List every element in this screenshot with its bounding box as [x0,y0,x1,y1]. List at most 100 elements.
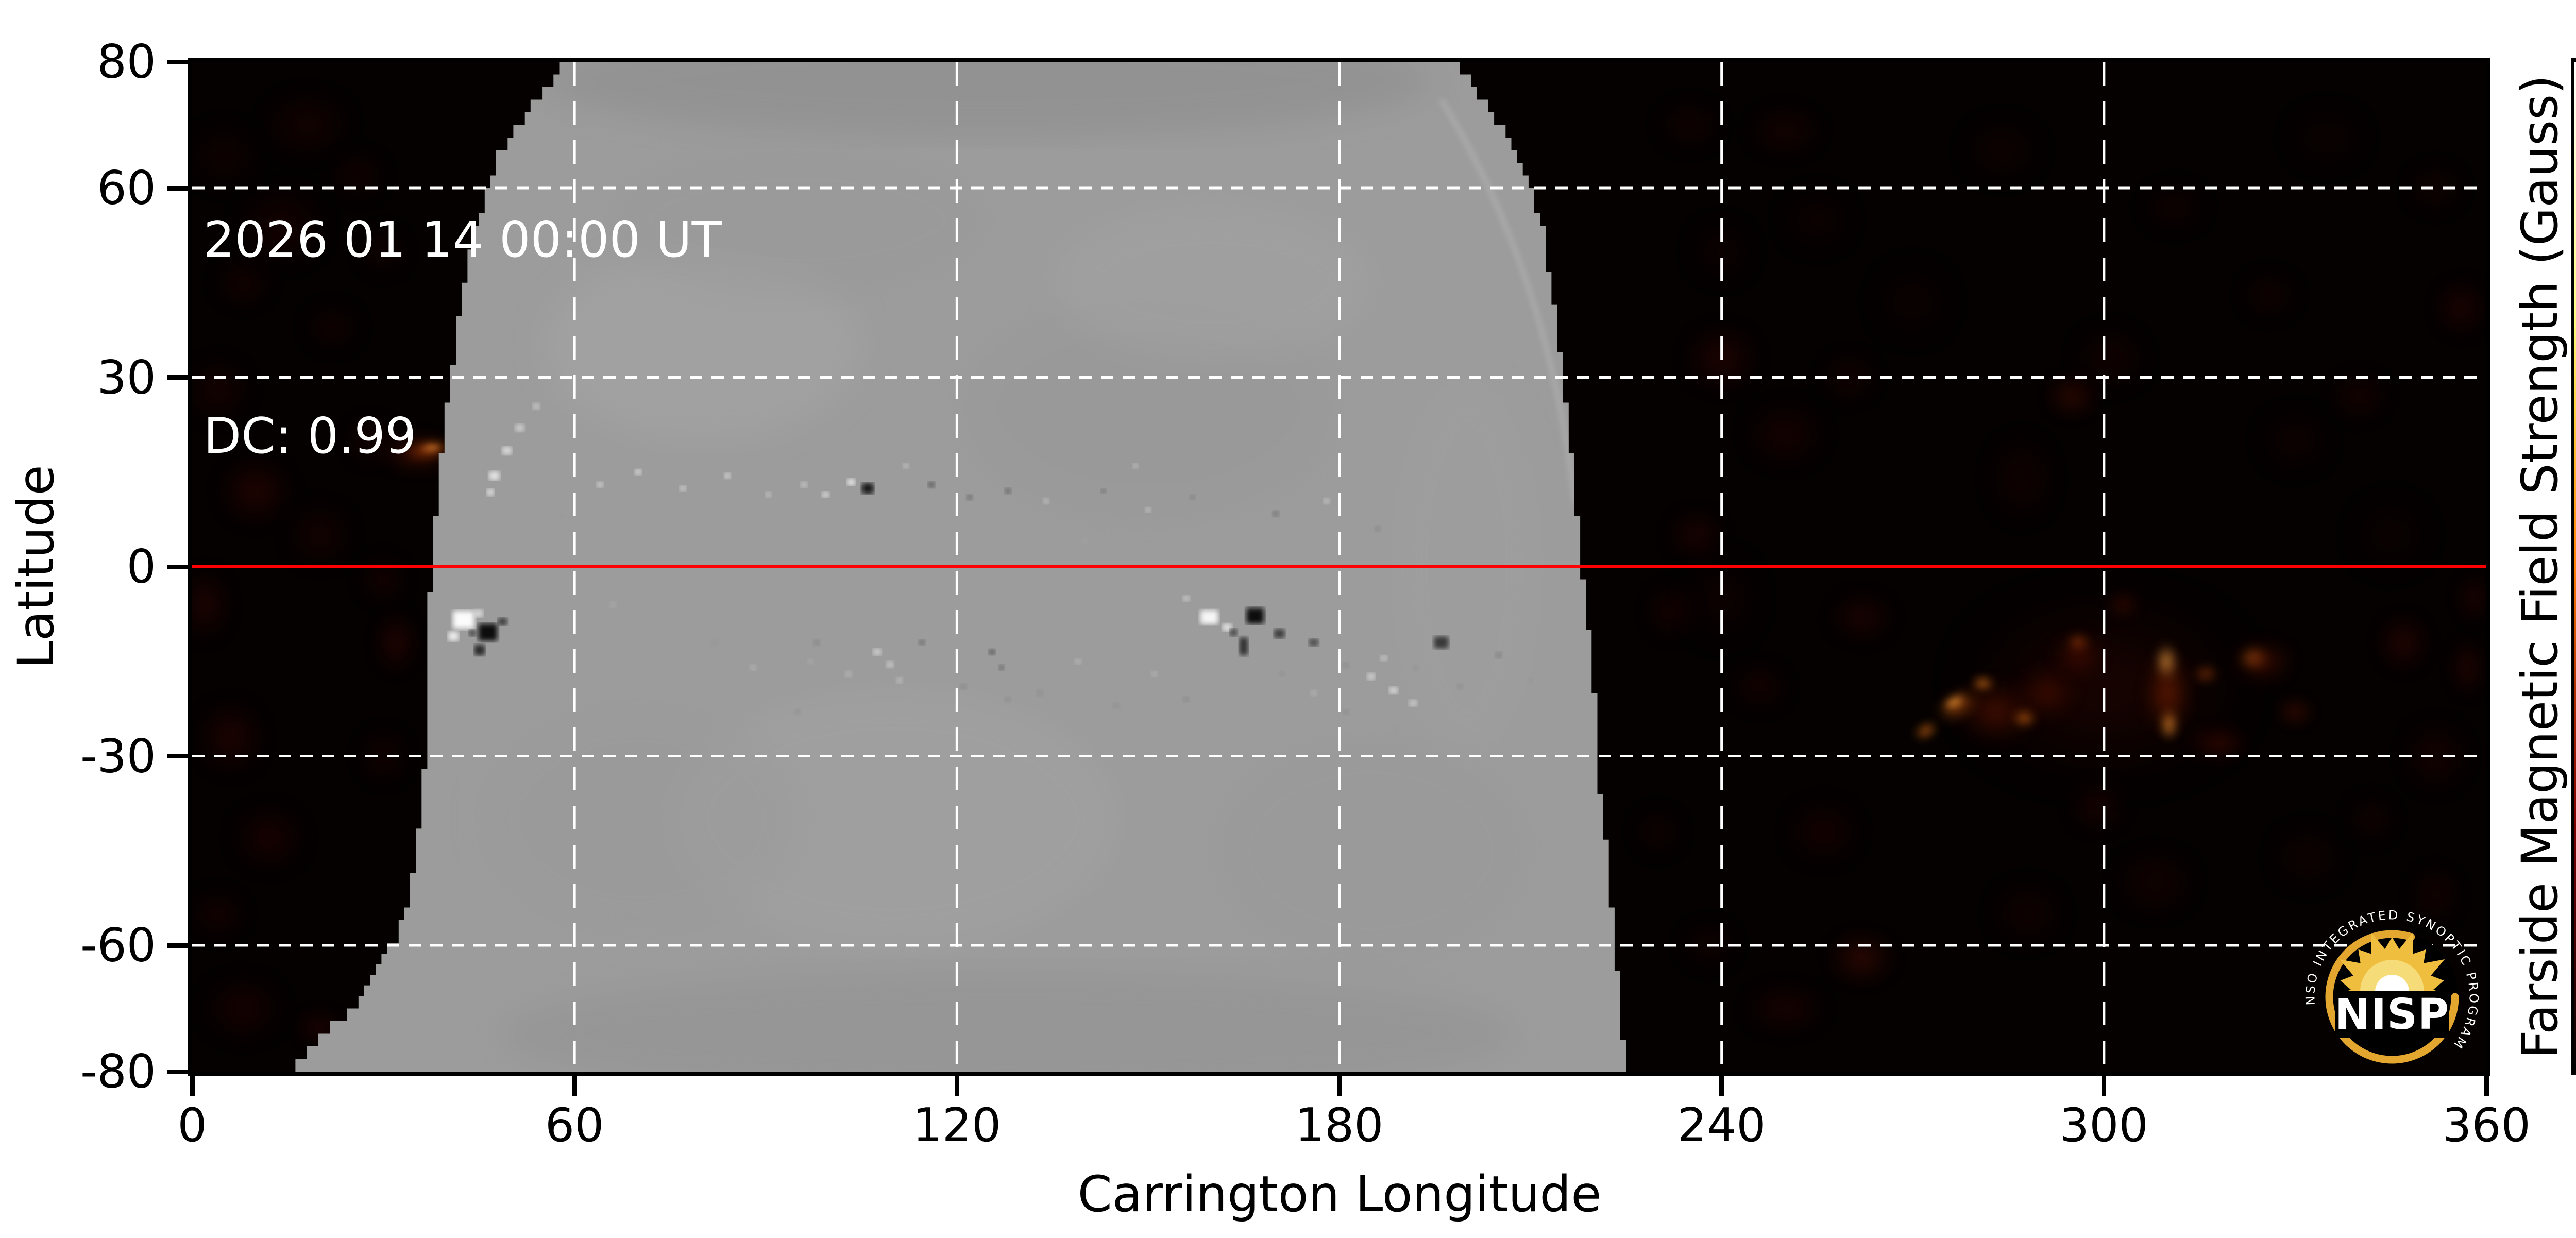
frontside-magnetic-speck [597,482,603,488]
frontside-magnetic-speck [1005,696,1011,702]
frontside-magnetic-speck [1100,488,1107,494]
frontside-magnetic-speck [813,639,820,646]
y-tick-mark [167,59,188,64]
frontside-magnetic-speck [807,658,814,664]
x-tick-label: 120 [912,1098,1002,1152]
frontside-magnetic-speck [1145,507,1151,513]
frontside-magnetic-speck [1229,629,1238,636]
frontside-magnetic-speck [822,491,829,498]
frontside-magnetic-speck [989,649,995,655]
nisp-logo-text-band [2335,991,2449,1038]
frontside-magnetic-speck [502,446,512,455]
x-tick-label: 240 [1677,1098,1766,1152]
frontside-magnetic-speck [1495,652,1502,658]
frontside-magnetic-speck [1081,539,1088,544]
frontside-magnetic-speck [1279,671,1285,677]
frontside-magnetic-speck [1367,673,1376,680]
frontside-magnetic-speck [903,463,909,468]
frontside-magnetic-speck [474,645,485,656]
y-tick-mark [167,185,188,191]
timestamp-annotation: 2026 01 14 00:00 UT DC: 0.99 [204,76,722,601]
x-tick-label: 180 [1295,1098,1384,1152]
frontside-magnetic-speck [533,403,540,410]
x-tick-label: 360 [2442,1098,2531,1152]
frontside-magnetic-speck [1412,665,1419,671]
y-axis-label: Latitude [7,465,65,669]
frontside-magnetic-speck [1323,498,1330,504]
frontside-magnetic-speck [1309,638,1319,647]
frontside-magnetic-speck [1342,662,1349,668]
frontside-magnetic-speck [558,513,565,519]
frontside-magnetic-speck [515,424,524,432]
frontside-magnetic-speck [1246,608,1264,624]
frontside-magnetic-speck [966,494,973,500]
frontside-magnetic-speck [998,665,1005,671]
farside-colorbar-label: Farside Magnetic Field Strength (Gauss) [2511,75,2569,1059]
x-tick-mark [2102,1076,2107,1096]
frontside-mottle-patch [501,970,1515,1072]
duty-cycle-text: DC: 0.99 [204,408,417,465]
x-axis-label: Carrington Longitude [1077,1165,1602,1223]
frontside-magnetic-speck [498,618,507,625]
frontside-magnetic-speck [473,609,483,618]
y-tick-mark [167,754,188,758]
y-tick-label: 30 [97,350,156,404]
frontside-magnetic-speck [1200,610,1218,624]
frontside-magnetic-speck [1075,658,1081,665]
y-tick-mark [167,1069,188,1074]
nisp-logo: NISP NSO INTEGRATED SYNOPTIC PROGRAM [2303,908,2479,1064]
y-tick-label: -30 [80,729,156,783]
frontside-magnetic-speck [1036,689,1043,697]
frontside-magnetic-speck [1527,677,1534,684]
frontside-mottle-patch [544,250,861,441]
x-tick-label: 60 [545,1098,604,1152]
frontside-magnetic-speck [1457,684,1464,690]
x-tick-mark [2484,1076,2489,1096]
timestamp-text: 2026 01 14 00:00 UT [204,211,722,268]
frontside-magnetic-speck [847,479,855,486]
frontside-magnetic-speck [635,469,642,475]
frontside-magnetic-speck [750,665,756,671]
frontside-magnetic-speck [1434,636,1449,649]
frontside-magnetic-speck [453,610,474,629]
nisp-logo-sun-core [2375,975,2409,992]
frontside-mottle-patch [607,143,988,296]
x-tick-mark [1719,1076,1724,1096]
frontside-magnetic-speck [1380,655,1387,662]
frontside-magnetic-speck [1239,637,1248,655]
y-tick-label: -80 [80,1044,156,1099]
y-tick-label: 0 [126,539,156,594]
frontside-magnetic-speck [488,471,500,481]
frontside-magnetic-speck [673,677,680,684]
x-tick-mark [190,1076,195,1096]
x-tick-label: 300 [2059,1098,2148,1152]
frontside-magnetic-speck [1190,495,1196,500]
frontside-magnetic-speck [919,639,925,646]
x-tick-label: 0 [177,1098,207,1152]
frontside-mottle-patch [1212,736,1530,965]
x-tick-mark [954,1076,959,1096]
frontside-magnetic-speck [1132,463,1139,468]
y-tick-label: -60 [80,918,156,973]
frontside-magnetic-speck [801,482,807,488]
frontside-magnetic-speck [486,488,495,496]
frontside-magnetic-speck [1183,696,1190,702]
frontside-magnetic-speck [680,485,686,491]
frontside-mottle-patch [545,62,1433,138]
y-tick-mark [167,943,188,948]
frontside-magnetic-speck [1112,702,1120,709]
frontside-magnetic-speck [1005,488,1011,494]
plot-area: 2026 01 14 00:00 UT DC: 0.99 NISP NSO IN… [192,62,2486,1072]
frontside-magnetic-speck [1182,595,1190,601]
frontside-magnetic-speck [1389,687,1398,694]
y-tick-label: 60 [97,161,156,215]
frontside-magnetic-speck [845,671,852,677]
frontside-magnetic-speck [794,709,801,715]
y-tick-label: 80 [97,35,156,89]
nisp-logo-text: NISP [2335,990,2449,1039]
frontside-magnetic-speck [724,473,731,479]
frontside-magnetic-speck [1409,700,1417,706]
frontside-magnetic-speck [711,639,718,646]
frontside-magnetic-speck [1374,525,1381,532]
